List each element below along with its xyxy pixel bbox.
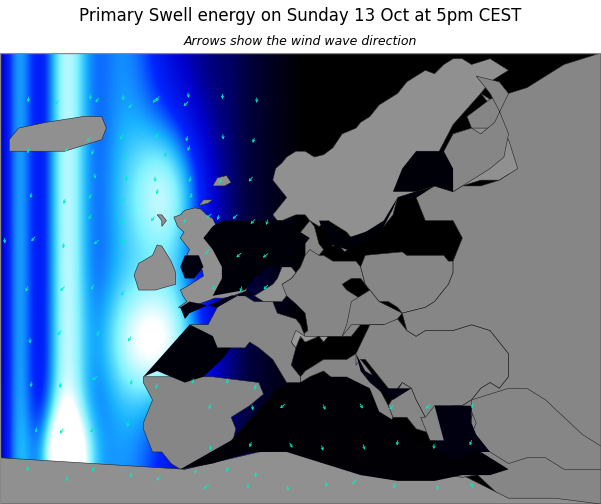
Polygon shape xyxy=(180,290,254,319)
Polygon shape xyxy=(180,256,203,278)
Polygon shape xyxy=(421,400,476,452)
Polygon shape xyxy=(143,325,231,383)
Text: Arrows show the wind wave direction: Arrows show the wind wave direction xyxy=(184,35,417,48)
Polygon shape xyxy=(143,377,263,469)
Polygon shape xyxy=(347,440,374,458)
Polygon shape xyxy=(319,192,426,249)
Polygon shape xyxy=(393,151,453,192)
Polygon shape xyxy=(157,215,166,226)
Polygon shape xyxy=(134,245,175,290)
Polygon shape xyxy=(180,377,508,481)
Polygon shape xyxy=(448,469,476,477)
Polygon shape xyxy=(273,58,527,238)
Polygon shape xyxy=(472,389,601,469)
Polygon shape xyxy=(203,221,310,296)
Polygon shape xyxy=(300,354,393,458)
Text: Primary Swell energy on Sunday 13 Oct at 5pm CEST: Primary Swell energy on Sunday 13 Oct at… xyxy=(79,7,522,25)
Polygon shape xyxy=(388,53,601,504)
Polygon shape xyxy=(416,76,508,192)
Polygon shape xyxy=(328,238,347,246)
Polygon shape xyxy=(254,267,296,301)
Polygon shape xyxy=(361,252,453,313)
Polygon shape xyxy=(300,221,323,256)
Polygon shape xyxy=(340,242,350,252)
Polygon shape xyxy=(174,208,248,308)
Polygon shape xyxy=(435,406,490,458)
Polygon shape xyxy=(213,175,231,186)
Polygon shape xyxy=(199,200,213,206)
Polygon shape xyxy=(356,354,412,400)
Polygon shape xyxy=(356,319,508,417)
Polygon shape xyxy=(342,290,402,336)
Polygon shape xyxy=(9,116,106,151)
Polygon shape xyxy=(0,446,601,504)
Polygon shape xyxy=(291,331,328,348)
Polygon shape xyxy=(282,249,379,342)
Polygon shape xyxy=(189,296,305,383)
